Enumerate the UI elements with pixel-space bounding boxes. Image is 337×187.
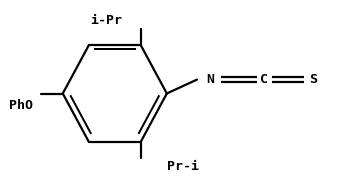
Text: S: S <box>309 73 317 86</box>
Text: PhO: PhO <box>9 99 33 112</box>
Text: Pr-i: Pr-i <box>167 160 199 173</box>
Text: N: N <box>207 73 214 86</box>
Text: C: C <box>260 73 268 86</box>
Text: i-Pr: i-Pr <box>90 14 122 27</box>
